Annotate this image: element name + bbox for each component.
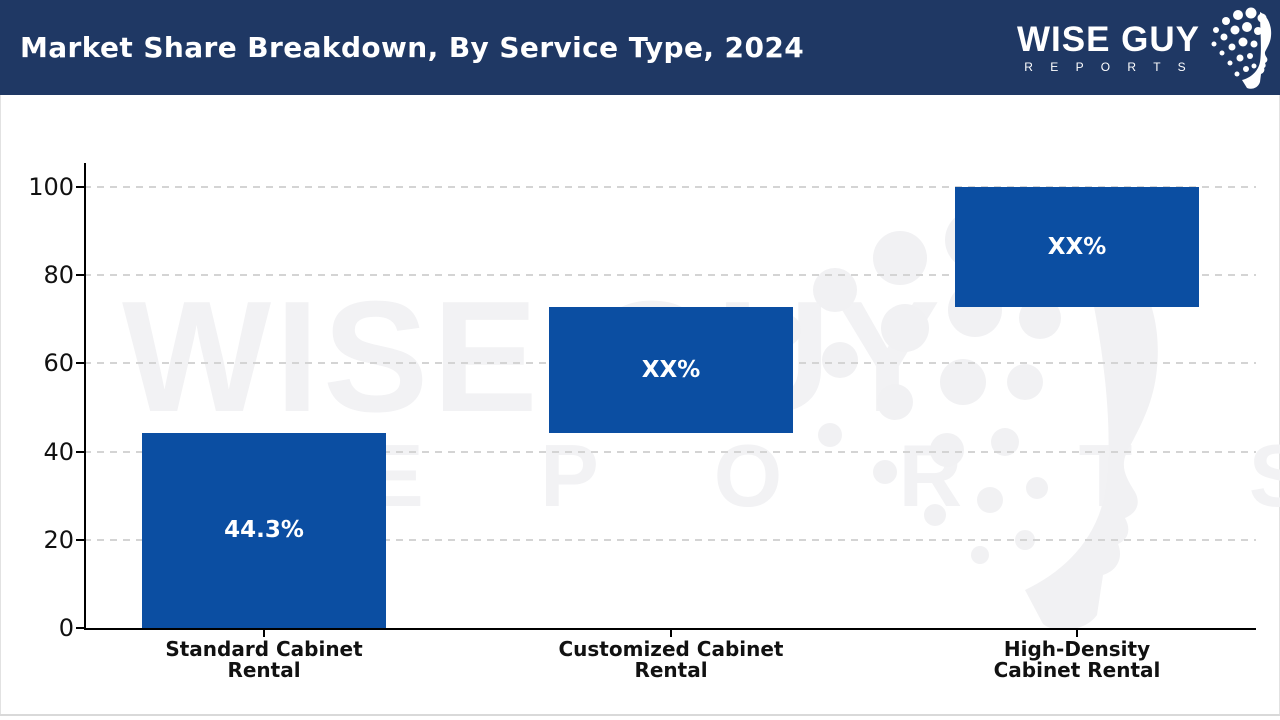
gridline bbox=[84, 186, 1256, 188]
x-tick bbox=[670, 630, 672, 637]
y-tick bbox=[76, 362, 84, 365]
footer-rule bbox=[0, 714, 1280, 716]
y-tick bbox=[76, 627, 84, 629]
y-tick bbox=[76, 538, 84, 541]
y-tick-label: 40 bbox=[43, 437, 74, 466]
x-axis-line bbox=[84, 628, 1256, 630]
y-tick bbox=[76, 274, 84, 277]
y-tick-label: 60 bbox=[43, 349, 74, 378]
y-tick bbox=[76, 186, 84, 188]
y-tick-label: 0 bbox=[58, 614, 74, 642]
logo-face-icon bbox=[1211, 7, 1272, 89]
x-tick bbox=[263, 630, 265, 637]
x-tick-label: Standard Cabinet Rental bbox=[165, 637, 363, 682]
gridline bbox=[84, 538, 1256, 541]
y-axis-line bbox=[84, 163, 86, 630]
y-tick bbox=[76, 450, 84, 453]
y-tick-label: 100 bbox=[28, 173, 74, 201]
card-edge-left bbox=[0, 95, 1, 715]
gridline bbox=[84, 274, 1256, 277]
y-tick-label: 80 bbox=[43, 261, 74, 290]
bar: XX% bbox=[955, 187, 1199, 307]
bar-value-label: XX% bbox=[641, 356, 701, 383]
brand-name: WISE GUY bbox=[1016, 20, 1200, 59]
bar-value-label: XX% bbox=[1047, 233, 1107, 260]
bar: XX% bbox=[549, 306, 793, 433]
x-tick-label: High-Density Cabinet Rental bbox=[993, 637, 1161, 682]
page-title: Market Share Breakdown, By Service Type,… bbox=[20, 31, 805, 64]
gridline bbox=[84, 450, 1256, 453]
x-tick bbox=[1076, 630, 1078, 637]
brand-subtitle: R E P O R T S bbox=[1024, 60, 1193, 74]
watermark-brand-text: WISE GUY bbox=[122, 269, 945, 445]
bar-value-label: 44.3% bbox=[224, 517, 304, 544]
bar: 44.3% bbox=[142, 432, 386, 628]
brand-logo: WISE GUY R E P O R T S bbox=[1017, 6, 1274, 90]
x-tick-label: Customized Cabinet Rental bbox=[558, 637, 784, 682]
header-band: Market Share Breakdown, By Service Type,… bbox=[0, 0, 1280, 95]
y-tick-label: 20 bbox=[43, 525, 74, 554]
